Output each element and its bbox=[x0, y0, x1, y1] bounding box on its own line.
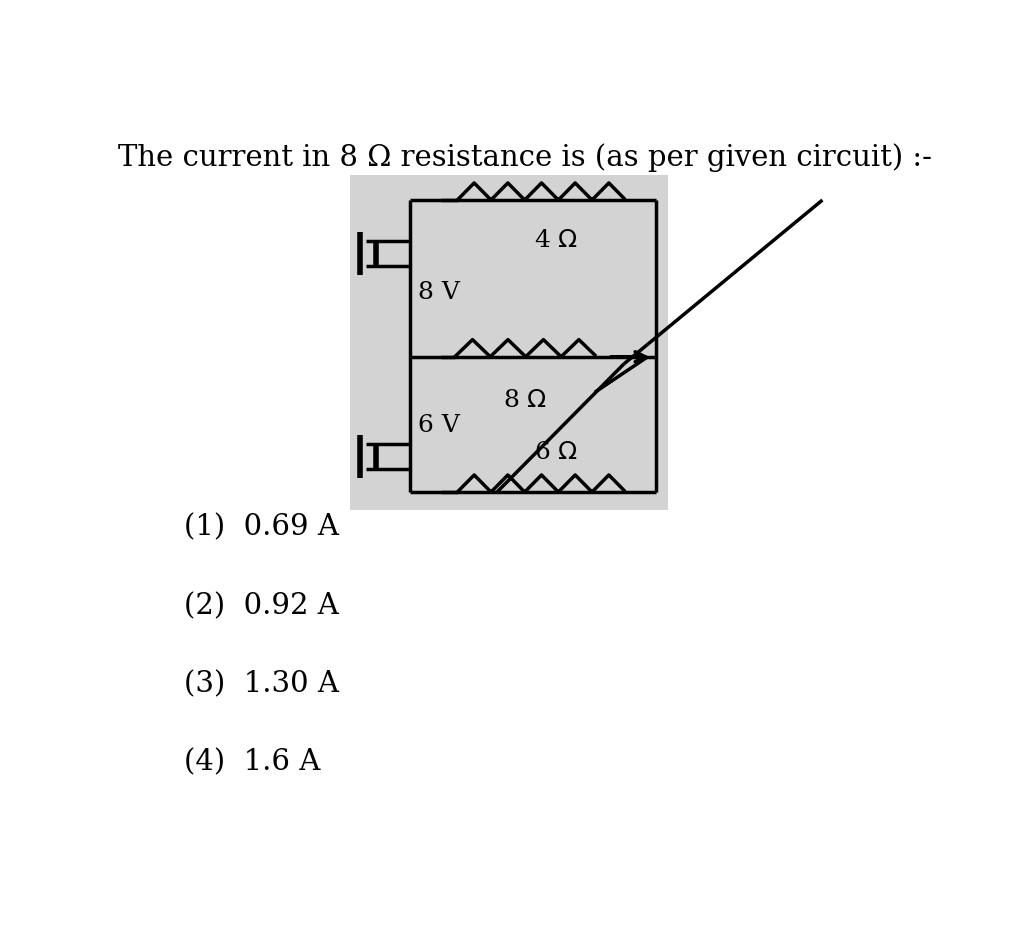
Bar bbox=[350, 175, 668, 510]
Text: (3)  1.30 A: (3) 1.30 A bbox=[183, 671, 339, 698]
Text: (4)  1.6 A: (4) 1.6 A bbox=[183, 748, 319, 777]
Text: 6 V: 6 V bbox=[418, 413, 460, 437]
Text: The current in 8 Ω resistance is (as per given circuit) :-: The current in 8 Ω resistance is (as per… bbox=[118, 143, 932, 172]
Text: 8 V: 8 V bbox=[418, 281, 460, 304]
Text: (1)  0.69 A: (1) 0.69 A bbox=[183, 513, 339, 542]
Text: 6 $\Omega$: 6 $\Omega$ bbox=[535, 440, 579, 463]
Text: (2)  0.92 A: (2) 0.92 A bbox=[183, 592, 338, 620]
Text: 4 $\Omega$: 4 $\Omega$ bbox=[535, 228, 579, 252]
Text: 8 $\Omega$: 8 $\Omega$ bbox=[503, 388, 547, 412]
